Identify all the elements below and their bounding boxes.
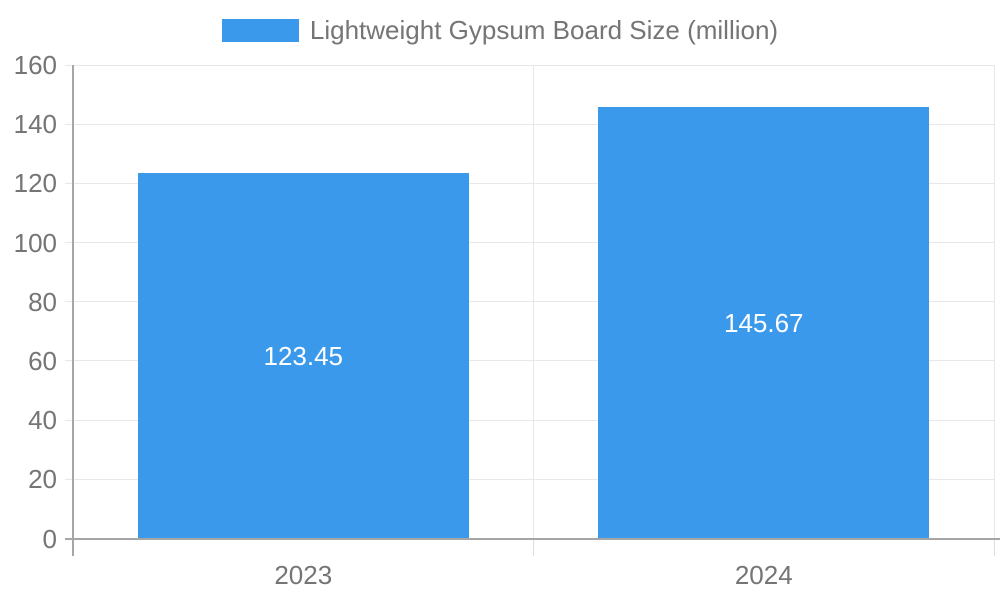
y-axis-tick-label: 100	[13, 227, 57, 258]
y-axis-line	[72, 65, 74, 556]
legend[interactable]: Lightweight Gypsum Board Size (million)	[0, 11, 1000, 49]
bar-value-label: 123.45	[263, 340, 344, 371]
gridline-x	[993, 65, 995, 539]
gridline-y	[65, 123, 994, 125]
gridline-x	[533, 65, 534, 539]
y-axis-tick-label: 0	[42, 523, 57, 554]
x-axis-label: 2024	[734, 560, 793, 590]
legend-label: Lightweight Gypsum Board Size (million)	[309, 14, 779, 45]
legend-swatch	[221, 18, 299, 42]
y-axis-tick-label: 120	[13, 168, 57, 199]
y-axis-tick-label: 40	[28, 405, 57, 436]
x-axis-label: 2023	[274, 560, 333, 590]
gridline-y	[65, 360, 994, 362]
gridline-y	[65, 478, 994, 480]
gridline-y	[65, 301, 994, 303]
gridline-y	[65, 64, 994, 66]
y-axis-tick-label: 60	[28, 345, 57, 376]
y-axis-tick-label: 80	[28, 286, 57, 317]
gridline-y	[65, 182, 994, 184]
x-axis-tick	[533, 538, 534, 556]
gridline-y	[65, 419, 994, 421]
gridline-y	[65, 242, 994, 244]
bar-2024[interactable]	[598, 107, 930, 539]
bar-value-label: 145.67	[723, 307, 804, 338]
bar-2023[interactable]	[137, 173, 469, 539]
x-axis-tick	[993, 538, 995, 556]
y-axis-tick-label: 20	[28, 464, 57, 495]
y-axis-tick-label: 160	[13, 50, 57, 80]
y-axis-tick-label: 140	[13, 109, 57, 140]
x-axis-line	[65, 537, 1000, 540]
